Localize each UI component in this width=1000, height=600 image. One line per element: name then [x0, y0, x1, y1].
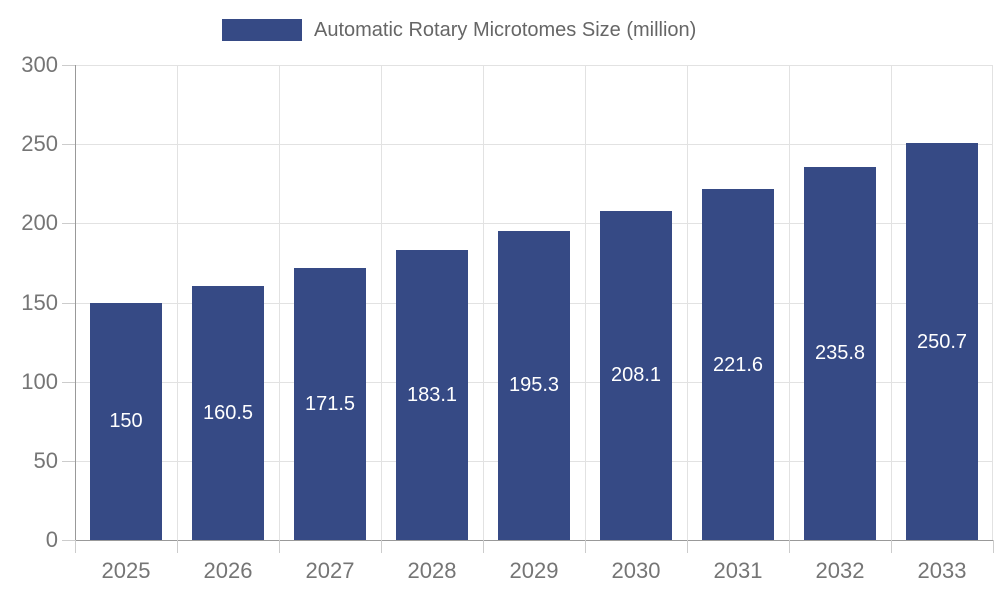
y-tick-mark: [62, 381, 75, 383]
y-tick-label: 200: [21, 210, 58, 236]
h-gridline: [75, 65, 993, 66]
x-tick-mark: [279, 540, 280, 553]
bar-value-label: 160.5: [202, 401, 254, 424]
v-gridline: [891, 65, 892, 540]
bar-value-label: 171.5: [304, 393, 356, 416]
legend-label: Automatic Rotary Microtomes Size (millio…: [314, 19, 697, 41]
y-tick-mark: [62, 144, 75, 146]
bar-value-label: 235.8: [814, 342, 866, 365]
x-tick-mark: [585, 540, 586, 553]
v-gridline: [789, 65, 790, 540]
bar-2025[interactable]: 150: [90, 302, 162, 540]
x-tick-label: 2031: [713, 558, 763, 583]
v-gridline: [279, 65, 280, 540]
y-tick-label: 0: [45, 527, 58, 552]
bar-2031[interactable]: 221.6: [702, 189, 774, 540]
x-tick-label: 2033: [917, 558, 967, 583]
x-tick-label: 2028: [407, 558, 457, 583]
v-gridline: [177, 65, 178, 540]
legend-item[interactable]: Automatic Rotary Microtomes Size (millio…: [222, 17, 696, 43]
bar-value-label: 208.1: [610, 364, 662, 387]
legend-swatch-icon: [222, 19, 302, 41]
x-tick-label: 2029: [509, 558, 559, 583]
bar-2032[interactable]: 235.8: [804, 166, 876, 540]
x-tick-mark: [993, 540, 994, 553]
v-gridline: [687, 65, 688, 540]
h-gridline: [75, 144, 993, 146]
x-tick-label: 2026: [203, 558, 253, 583]
y-tick-label: 250: [21, 131, 58, 157]
y-tick-mark: [62, 460, 75, 462]
y-tick-label: 300: [21, 52, 58, 77]
x-tick-label: 2032: [815, 558, 865, 583]
x-tick-label: 2025: [101, 558, 151, 583]
bar-value-label: 183.1: [406, 384, 458, 407]
x-tick-mark: [687, 540, 688, 553]
bar-2027[interactable]: 171.5: [294, 268, 366, 540]
y-tick-label: 100: [21, 368, 58, 394]
bar-2033[interactable]: 250.7: [906, 143, 978, 540]
y-tick-label: 50: [33, 447, 58, 473]
v-gridline: [585, 65, 586, 540]
bar-value-label: 150: [109, 410, 143, 433]
y-tick-mark: [62, 223, 75, 225]
x-tick-mark: [177, 540, 178, 553]
bar-2030[interactable]: 208.1: [600, 210, 672, 540]
plot-area: 150 160.5 171.5 183.1 195.3 208.1 221.6 235.8 25…: [75, 65, 993, 540]
y-tick-mark: [62, 65, 75, 66]
v-gridline: [992, 65, 993, 540]
bar-value-label: 195.3: [508, 374, 560, 397]
x-tick-mark: [483, 540, 484, 553]
bar-value-label: 221.6: [712, 353, 764, 376]
x-tick-label: 2027: [305, 558, 355, 583]
x-tick-mark: [789, 540, 790, 553]
v-gridline: [483, 65, 484, 540]
bar-2028[interactable]: 183.1: [396, 250, 468, 540]
y-tick-mark: [62, 540, 75, 541]
v-gridline: [381, 65, 382, 540]
h-gridline: [75, 223, 993, 225]
y-tick-label: 150: [21, 289, 58, 315]
x-tick-mark: [381, 540, 382, 553]
y-tick-mark: [62, 302, 75, 304]
x-tick-mark: [891, 540, 892, 553]
x-tick-label: 2030: [611, 558, 661, 583]
x-axis-line: [62, 540, 993, 541]
bar-value-label: 250.7: [916, 330, 968, 353]
bar-2029[interactable]: 195.3: [498, 230, 570, 540]
x-tick-mark: [75, 540, 76, 553]
bar-2026[interactable]: 160.5: [192, 285, 264, 540]
y-axis-line: [75, 65, 76, 553]
